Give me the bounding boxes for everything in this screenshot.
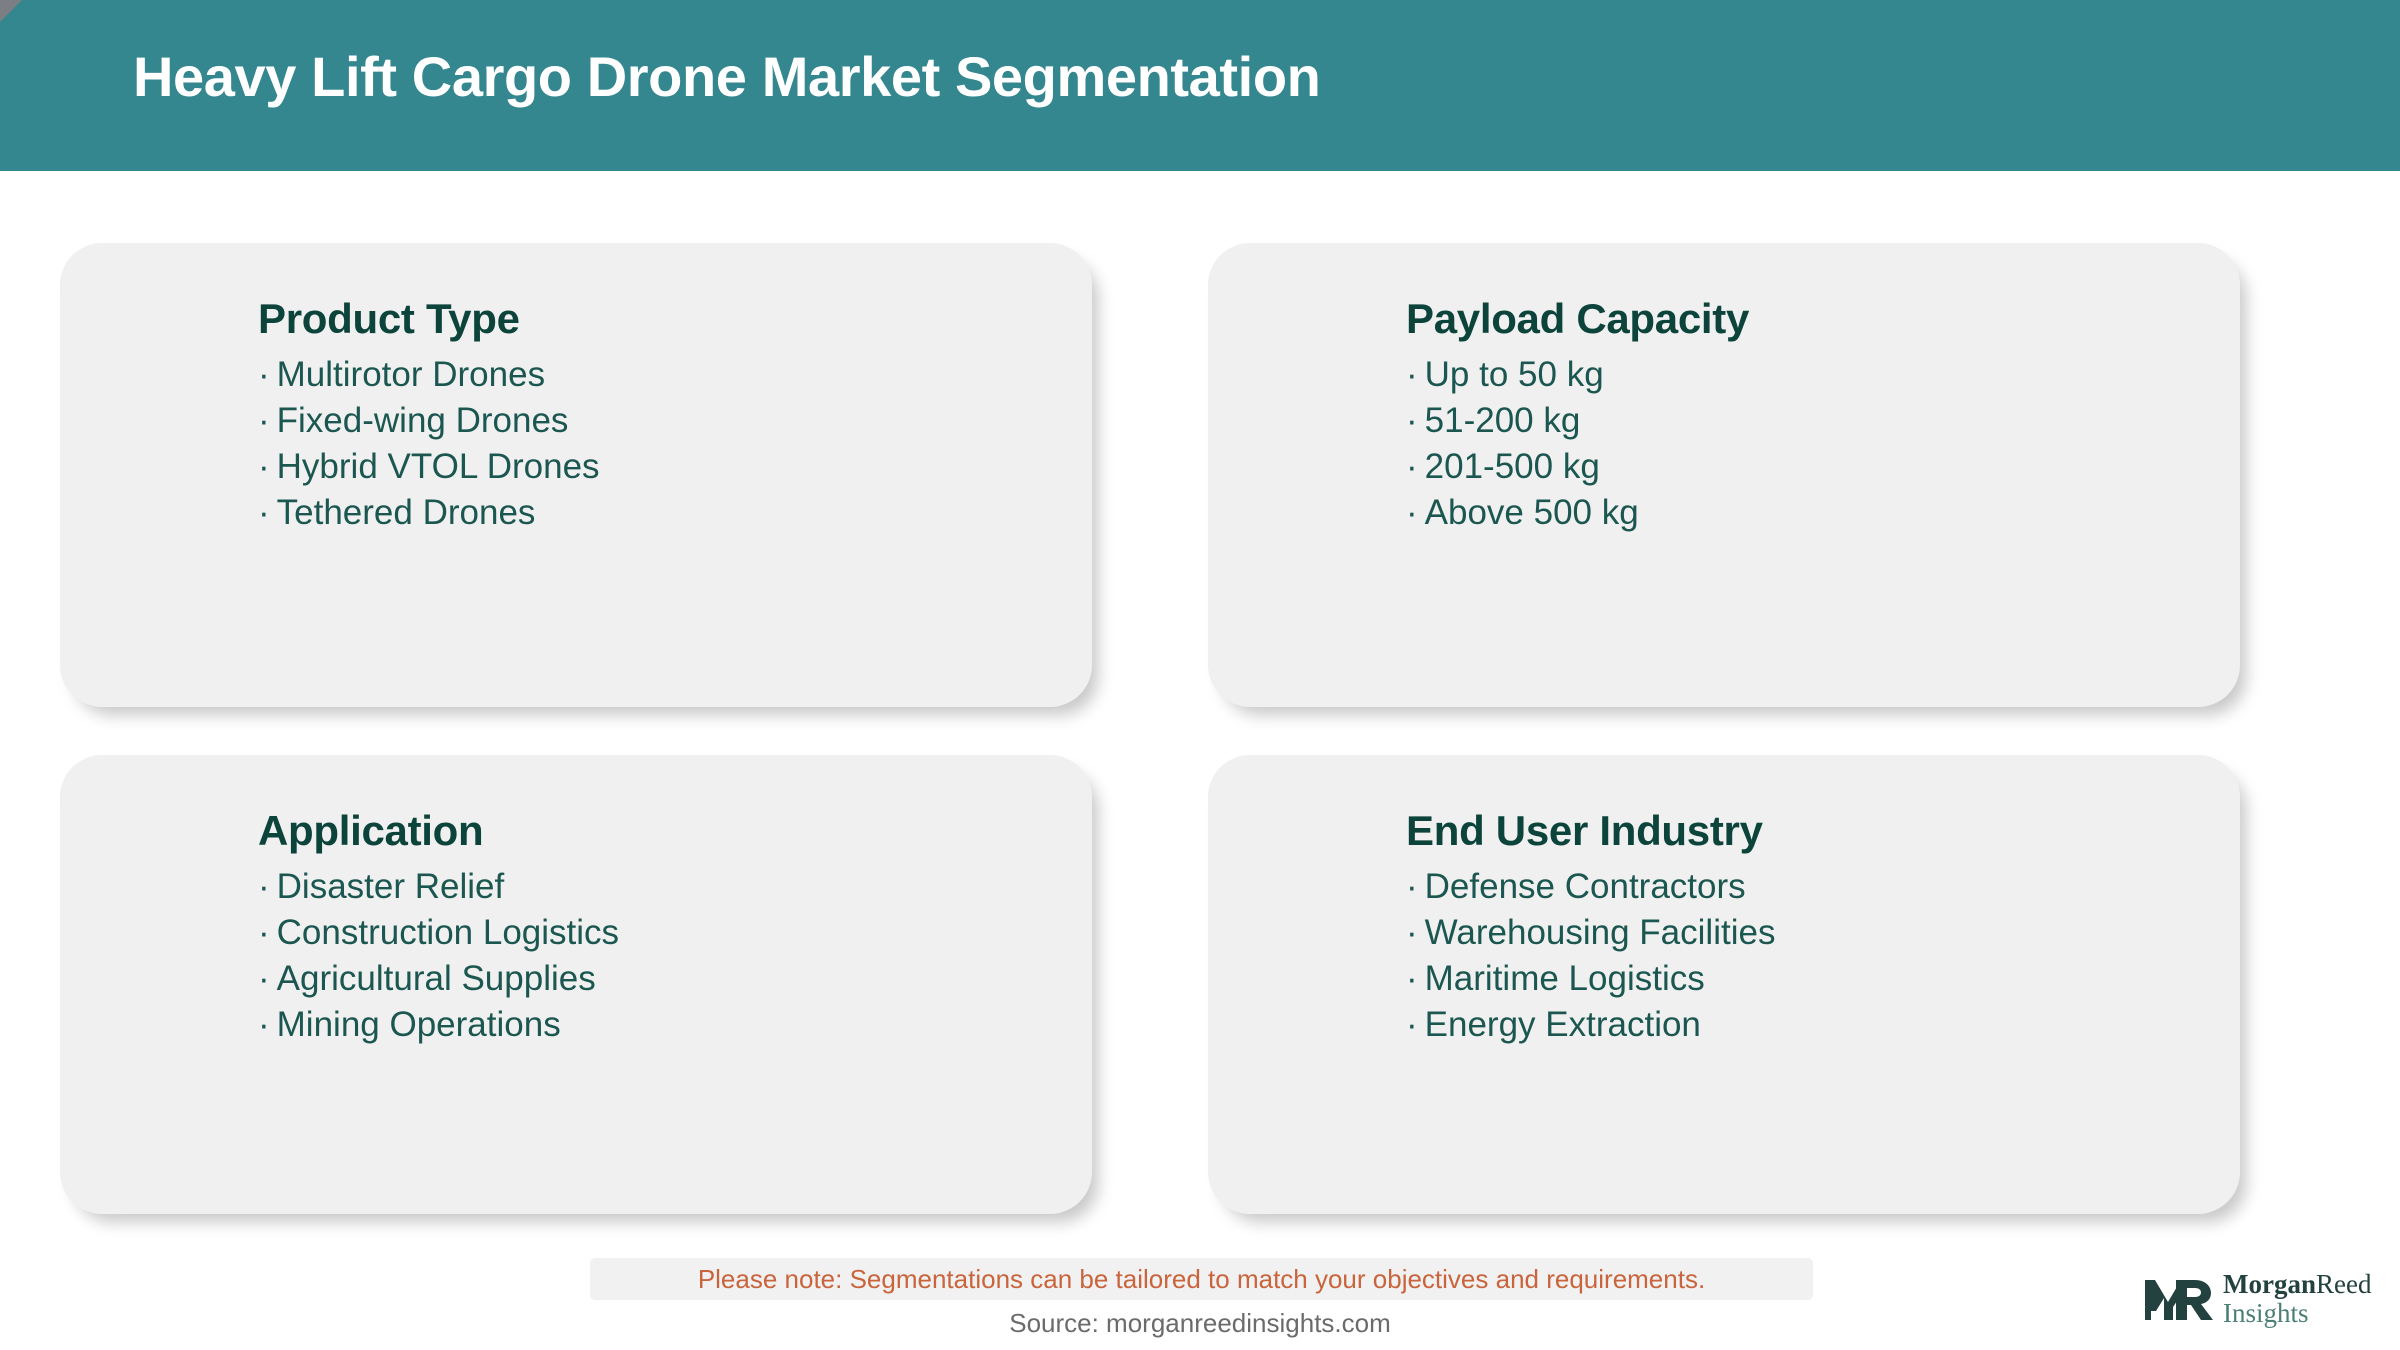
corner-notch: [0, 0, 22, 22]
list-item-label: Disaster Relief: [276, 867, 505, 906]
mr-monogram-icon: [2145, 1280, 2213, 1320]
list-item-label: Energy Extraction: [1424, 1005, 1701, 1044]
list-item-label: Tethered Drones: [276, 493, 536, 532]
list-item-label: Above 500 kg: [1424, 493, 1639, 532]
bullet-icon: ·: [1406, 1005, 1418, 1044]
logo-wordmark: MorganReed Insights: [2223, 1271, 2371, 1327]
list-item-label: Hybrid VTOL Drones: [276, 447, 600, 486]
list-item-label: Multirotor Drones: [276, 355, 546, 394]
segment-card-payload-capacity[interactable]: Payload Capacity · Up to 50 kg · 51-200 kg…: [1208, 243, 2240, 707]
bullet-icon: ·: [1406, 401, 1418, 440]
list-item-label: Warehousing Facilities: [1424, 913, 1776, 952]
list-item-label: Agricultural Supplies: [276, 959, 596, 998]
logo-word-morgan: Morgan: [2223, 1269, 2316, 1299]
list-item: · Hybrid VTOL Drones: [258, 444, 1062, 490]
list-item: · 201-500 kg: [1406, 444, 2210, 490]
bullet-icon: ·: [1406, 355, 1418, 394]
header-bar: Heavy Lift Cargo Drone Market Segmentati…: [0, 0, 2400, 171]
list-item: · Up to 50 kg: [1406, 352, 2210, 398]
source-text: Source: morganreedinsights.com: [1009, 1308, 1391, 1338]
logo-tagline: Insights: [2223, 1298, 2309, 1328]
card-content: Product Type · Multirotor Drones · Fixed-w…: [258, 295, 1062, 536]
card-heading: End User Industry: [1406, 807, 1763, 854]
list-item: · Tethered Drones: [258, 490, 1062, 536]
bullet-icon: ·: [258, 493, 270, 532]
list-item: · Multirotor Drones: [258, 352, 1062, 398]
note-text: Please note: Segmentations can be tailor…: [697, 1263, 1706, 1294]
card-heading: Product Type: [258, 295, 520, 342]
page-title: Heavy Lift Cargo Drone Market Segmentati…: [133, 45, 1321, 108]
segment-card-application[interactable]: Application · Disaster Relief · Constructi…: [60, 755, 1092, 1214]
bullet-icon: ·: [1406, 913, 1418, 952]
card-item-list: · Disaster Relief · Construction Logistics…: [258, 864, 1062, 1048]
logo-word-reed: Reed: [2315, 1269, 2372, 1299]
list-item: · Warehousing Facilities: [1406, 910, 2210, 956]
list-item: · Mining Operations: [258, 1002, 1062, 1048]
list-item: · Fixed-wing Drones: [258, 398, 1062, 444]
list-item: · Defense Contractors: [1406, 864, 2210, 910]
bullet-icon: ·: [258, 913, 270, 952]
card-item-list: · Up to 50 kg · 51-200 kg · 201-500 kg · Abo…: [1406, 352, 2210, 536]
list-item: · Above 500 kg: [1406, 490, 2210, 536]
card-content: Application · Disaster Relief · Constructi…: [258, 807, 1062, 1048]
card-content: End User Industry · Defense Contractors ·…: [1406, 807, 2210, 1048]
bullet-icon: ·: [258, 867, 270, 906]
list-item-label: Maritime Logistics: [1424, 959, 1705, 998]
list-item: · 51-200 kg: [1406, 398, 2210, 444]
brand-logo: MorganReed Insights: [2143, 1268, 2371, 1330]
card-item-list: · Defense Contractors · Warehousing Facili…: [1406, 864, 2210, 1048]
list-item-label: Construction Logistics: [276, 913, 620, 952]
bullet-icon: ·: [258, 401, 270, 440]
card-content: Payload Capacity · Up to 50 kg · 51-200 kg…: [1406, 295, 2210, 536]
bullet-icon: ·: [258, 447, 270, 486]
logo-line-primary: MorganReed: [2223, 1271, 2371, 1298]
bullet-icon: ·: [1406, 959, 1418, 998]
card-item-list: · Multirotor Drones · Fixed-wing Drones · H…: [258, 352, 1062, 536]
list-item-label: Fixed-wing Drones: [276, 401, 569, 440]
list-item: · Maritime Logistics: [1406, 956, 2210, 1002]
bullet-icon: ·: [258, 1005, 270, 1044]
list-item-label: 201-500 kg: [1424, 447, 1600, 486]
list-item: · Disaster Relief: [258, 864, 1062, 910]
card-heading: Application: [258, 807, 484, 854]
bullet-icon: ·: [258, 355, 270, 394]
bullet-icon: ·: [1406, 867, 1418, 906]
list-item: · Agricultural Supplies: [258, 956, 1062, 1002]
bullet-icon: ·: [1406, 447, 1418, 486]
bullet-icon: ·: [1406, 493, 1418, 532]
list-item: · Energy Extraction: [1406, 1002, 2210, 1048]
bullet-icon: ·: [258, 959, 270, 998]
list-item-label: Up to 50 kg: [1424, 355, 1604, 394]
card-heading: Payload Capacity: [1406, 295, 1750, 342]
list-item: · Construction Logistics: [258, 910, 1062, 956]
list-item-label: Defense Contractors: [1424, 867, 1746, 906]
note-pill: Please note: Segmentations can be tailor…: [590, 1258, 1813, 1300]
list-item-label: 51-200 kg: [1424, 401, 1581, 440]
segment-card-product-type[interactable]: Product Type · Multirotor Drones · Fixed-w…: [60, 243, 1092, 707]
list-item-label: Mining Operations: [276, 1005, 561, 1044]
segment-card-end-user-industry[interactable]: End User Industry · Defense Contractors ·…: [1208, 755, 2240, 1214]
